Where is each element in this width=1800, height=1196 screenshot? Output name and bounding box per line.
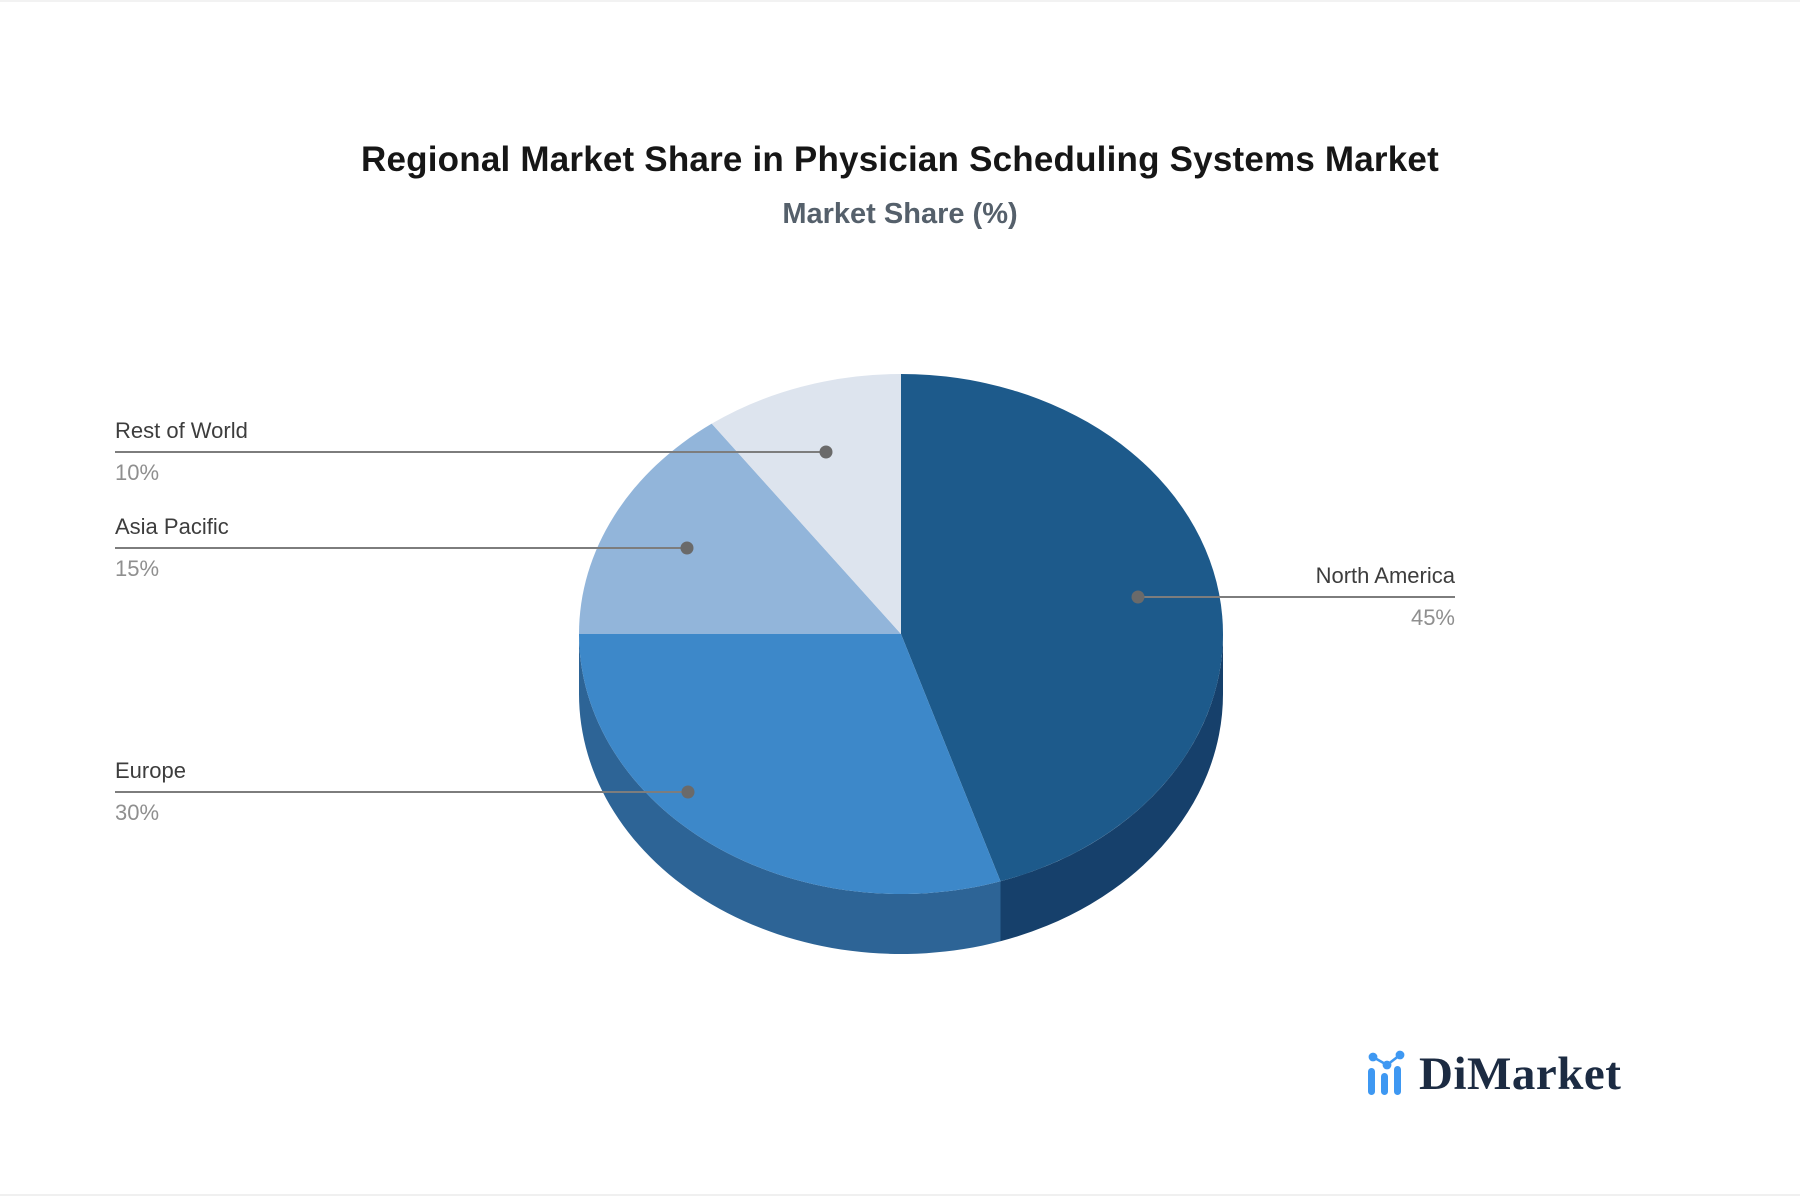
slice-percent: 30% <box>115 800 160 825</box>
callout-dot-rest-of-world <box>819 445 833 459</box>
pie-slice-north-america[interactable] <box>901 374 1224 882</box>
slice-label: North America <box>1315 563 1455 588</box>
pie-slice-side-europe <box>579 634 1001 955</box>
slice-label: Europe <box>115 758 186 783</box>
dimarket-logo-text: DiMarket <box>1419 1048 1622 1100</box>
slice-label: Asia Pacific <box>115 514 229 539</box>
chart-title: Regional Market Share in Physician Sched… <box>361 140 1439 179</box>
slice-percent: 45% <box>1410 605 1455 630</box>
pie-slice-asia-pacific[interactable] <box>579 423 901 634</box>
dimarket-logo-icon <box>1368 1050 1405 1095</box>
callout-dot-europe <box>681 785 695 799</box>
slice-percent: 10% <box>115 460 160 485</box>
slice-callout-north-america: North America 45% <box>1316 563 1455 631</box>
callout-dot-asia-pacific <box>680 541 694 555</box>
slice-callout-rest-of-world: Rest of World 10% <box>115 418 248 486</box>
slice-callout-europe: Europe 30% <box>115 758 186 826</box>
pie-slice-europe[interactable] <box>579 634 1001 895</box>
dimarket-logo: DiMarket <box>1362 1042 1621 1100</box>
slice-callout-asia-pacific: Asia Pacific 15% <box>115 514 229 582</box>
chart-subtitle: Market Share (%) <box>782 198 1018 230</box>
pie-slice-rest-of-world[interactable] <box>711 374 901 634</box>
pie-slice-side-north-america <box>1000 634 1223 942</box>
callout-dot-north-america <box>1131 590 1145 604</box>
slice-label: Rest of World <box>115 418 248 443</box>
slice-percent: 15% <box>115 556 160 581</box>
